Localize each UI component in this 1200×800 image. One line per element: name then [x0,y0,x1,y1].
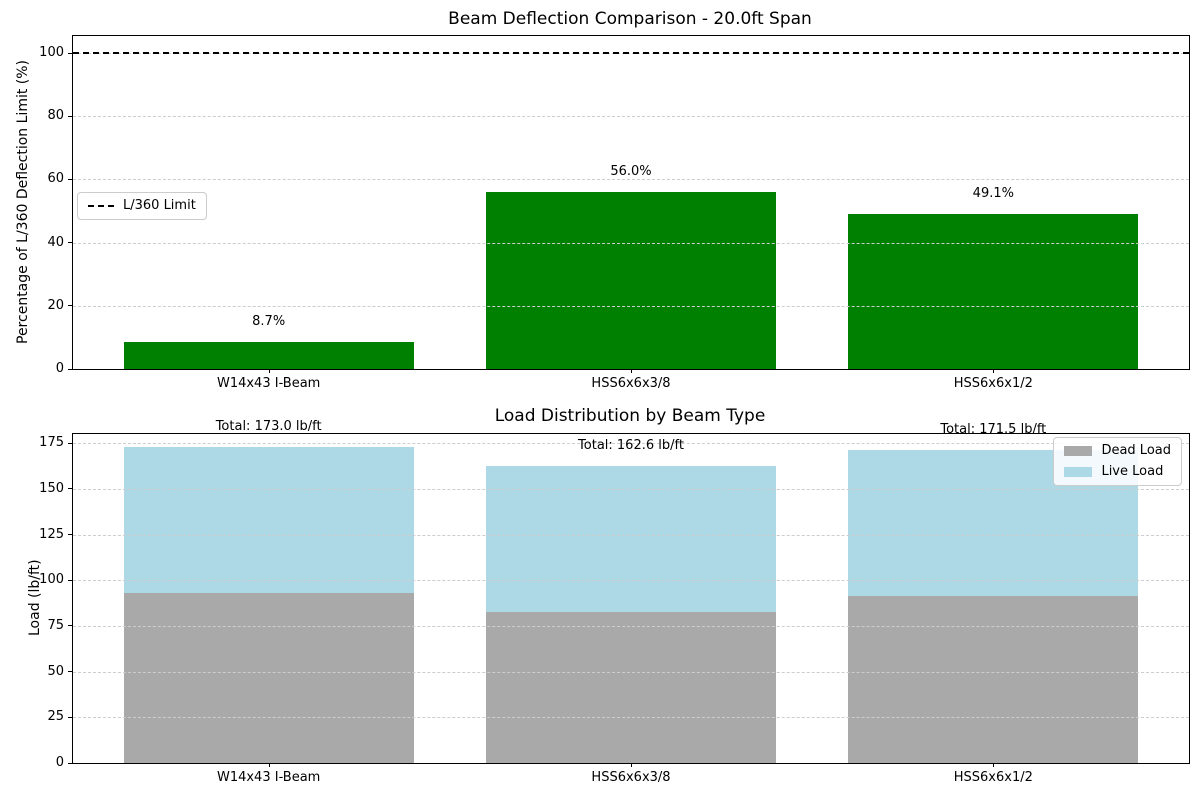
y-tick-label: 80 [47,108,64,124]
y-tick-label: 100 [39,45,64,61]
bar-value-label-hss6x6x3-8: 56.0% [610,164,652,180]
gridline-75 [73,625,1189,627]
y-tick-label: 75 [47,617,64,633]
x-tick-label-w14x43-i-beam: W14x43 I-Beam [216,770,321,785]
gridline-80 [73,116,1189,118]
y-tick-label: 0 [55,755,64,770]
x-tick-mark [631,763,632,767]
legend-label-dead-load: Dead Load [1101,443,1171,458]
y-tick-label: 20 [47,297,64,313]
y-tick-mark [68,534,73,536]
bar-value-label-hss6x6x3-8: Total: 162.6 lb/ft [578,437,684,453]
x-tick-label-hss6x6x1-2: HSS6x6x1/2 [953,376,1033,391]
y-tick-label: 40 [47,234,64,250]
y-tick-label: 50 [47,663,64,679]
y-tick-mark [68,762,73,764]
live-load-swatch [1064,467,1093,477]
load-chart-title: Load Distribution by Beam Type [494,406,766,426]
x-tick-label-hss6x6x3-8: HSS6x6x3/8 [591,376,671,391]
legend-entry-dead-load: Dead Load [1064,443,1171,459]
y-tick-mark [68,305,73,307]
x-tick-mark [631,369,632,373]
y-tick-mark [68,488,73,490]
gridline-25 [73,717,1189,719]
gridline-40 [73,242,1189,244]
y-tick-mark [68,368,73,370]
legend-entry-live-load: Live Load [1064,464,1171,480]
bar-value-label-w14x43-i-beam: Total: 173.0 lb/ft [215,418,322,434]
dashed-line-swatch [88,205,114,207]
y-tick-mark [68,115,73,117]
gridline-60 [73,179,1189,181]
gridline-50 [73,671,1189,673]
bar-segment-dead-load-hss6x6x1-2 [848,595,1139,763]
y-tick-mark [68,579,73,581]
load-legend: Dead Load Live Load [1053,437,1182,486]
deflection-legend: L/360 Limit [77,192,207,220]
y-tick-mark [68,178,73,180]
bar-value-label-hss6x6x1-2: Total: 171.5 lb/ft [940,421,1047,437]
gridline-150 [73,488,1189,490]
y-tick-label: 100 [39,572,64,588]
load-plot-area: Dead Load Live Load 0 25 50 75 100 125 150 175 W… [39,419,1190,785]
y-tick-mark [68,442,73,444]
gridline-175 [73,443,1189,445]
deflection-chart-title: Beam Deflection Comparison - 20.0ft Span [448,9,812,29]
y-tick-label: 150 [39,480,64,496]
y-tick-label: 175 [39,435,64,451]
bar-segment-dead-load-w14x43-i-beam [123,593,414,763]
bar-value-label-hss6x6x1-2: 49.1% [972,185,1014,201]
bar-value-label-w14x43-i-beam: 8.7% [252,313,286,329]
y-tick-mark [68,52,73,54]
x-tick-mark [268,763,270,767]
x-tick-mark [993,763,995,767]
bar-segment-live-load-hss6x6x3-8 [486,465,776,613]
y-tick-label: 125 [39,526,64,542]
legend-label-l360-limit: L/360 Limit [123,198,196,213]
y-tick-mark [68,625,73,627]
deflection-plot-area: L/360 Limit 0 20 40 60 80 100 W14x43 I-Beam 8.7… [39,35,1190,391]
y-tick-label: 0 [55,361,64,376]
legend-label-live-load: Live Load [1101,464,1164,479]
y-tick-mark [68,716,73,718]
gridline-100 [73,580,1189,582]
x-tick-mark [268,369,270,373]
bar-hss6x6x1-2 [848,213,1139,369]
bar-hss6x6x3-8 [486,192,776,369]
x-tick-mark [993,369,995,373]
bar-w14x43-i-beam [123,341,414,369]
bar-segment-live-load-w14x43-i-beam [123,446,414,594]
y-tick-mark [68,242,73,244]
gridline-125 [73,534,1189,536]
dead-load-swatch [1064,446,1093,456]
l360-limit-line [73,52,1189,55]
y-tick-label: 25 [47,709,64,725]
x-tick-label-hss6x6x3-8: HSS6x6x3/8 [591,770,671,785]
gridline-20 [73,305,1189,307]
bar-segment-dead-load-hss6x6x3-8 [486,612,776,763]
x-tick-label-hss6x6x1-2: HSS6x6x1/2 [953,770,1033,785]
y-tick-mark [68,671,73,673]
y-tick-label: 60 [47,171,64,187]
deflection-y-axis-label: Percentage of L/360 Deflection Limit (%) [15,59,31,344]
x-tick-label-w14x43-i-beam: W14x43 I-Beam [216,376,321,391]
